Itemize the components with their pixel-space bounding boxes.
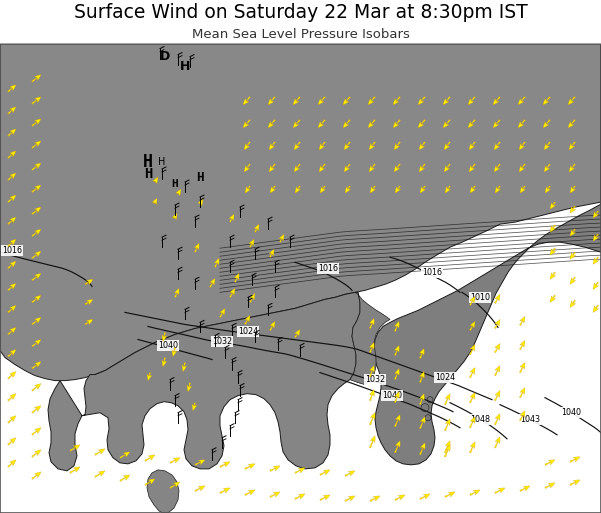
- Text: Mean Sea Level Pressure Isobars: Mean Sea Level Pressure Isobars: [192, 28, 409, 41]
- Text: Surface Wind on Saturday 22 Mar at 8:30pm IST: Surface Wind on Saturday 22 Mar at 8:30p…: [74, 3, 527, 22]
- Text: 1024: 1024: [238, 327, 258, 336]
- Text: H: H: [180, 60, 190, 73]
- Text: H: H: [144, 167, 152, 181]
- Polygon shape: [48, 292, 360, 471]
- Text: 1016: 1016: [422, 268, 442, 277]
- Text: 1040: 1040: [158, 341, 178, 350]
- Text: 1016: 1016: [318, 264, 338, 273]
- Text: 1032: 1032: [365, 375, 385, 384]
- Text: 1024: 1024: [435, 373, 455, 382]
- Polygon shape: [0, 44, 601, 381]
- Text: H: H: [172, 179, 178, 189]
- Text: 1043: 1043: [520, 415, 540, 424]
- Polygon shape: [374, 44, 601, 465]
- Text: 1016: 1016: [2, 246, 22, 255]
- Circle shape: [425, 415, 431, 421]
- Text: H: H: [197, 170, 204, 184]
- Text: 1048: 1048: [470, 415, 490, 424]
- Circle shape: [421, 404, 429, 412]
- Text: 1010: 1010: [470, 293, 490, 302]
- Text: D: D: [160, 50, 170, 63]
- Text: 1032: 1032: [212, 337, 232, 346]
- Text: 1040: 1040: [561, 408, 581, 417]
- Polygon shape: [147, 470, 179, 513]
- Circle shape: [427, 397, 433, 403]
- Text: 1040: 1040: [382, 391, 402, 400]
- Polygon shape: [350, 292, 390, 385]
- Text: H: H: [158, 157, 166, 167]
- Text: H: H: [143, 153, 153, 171]
